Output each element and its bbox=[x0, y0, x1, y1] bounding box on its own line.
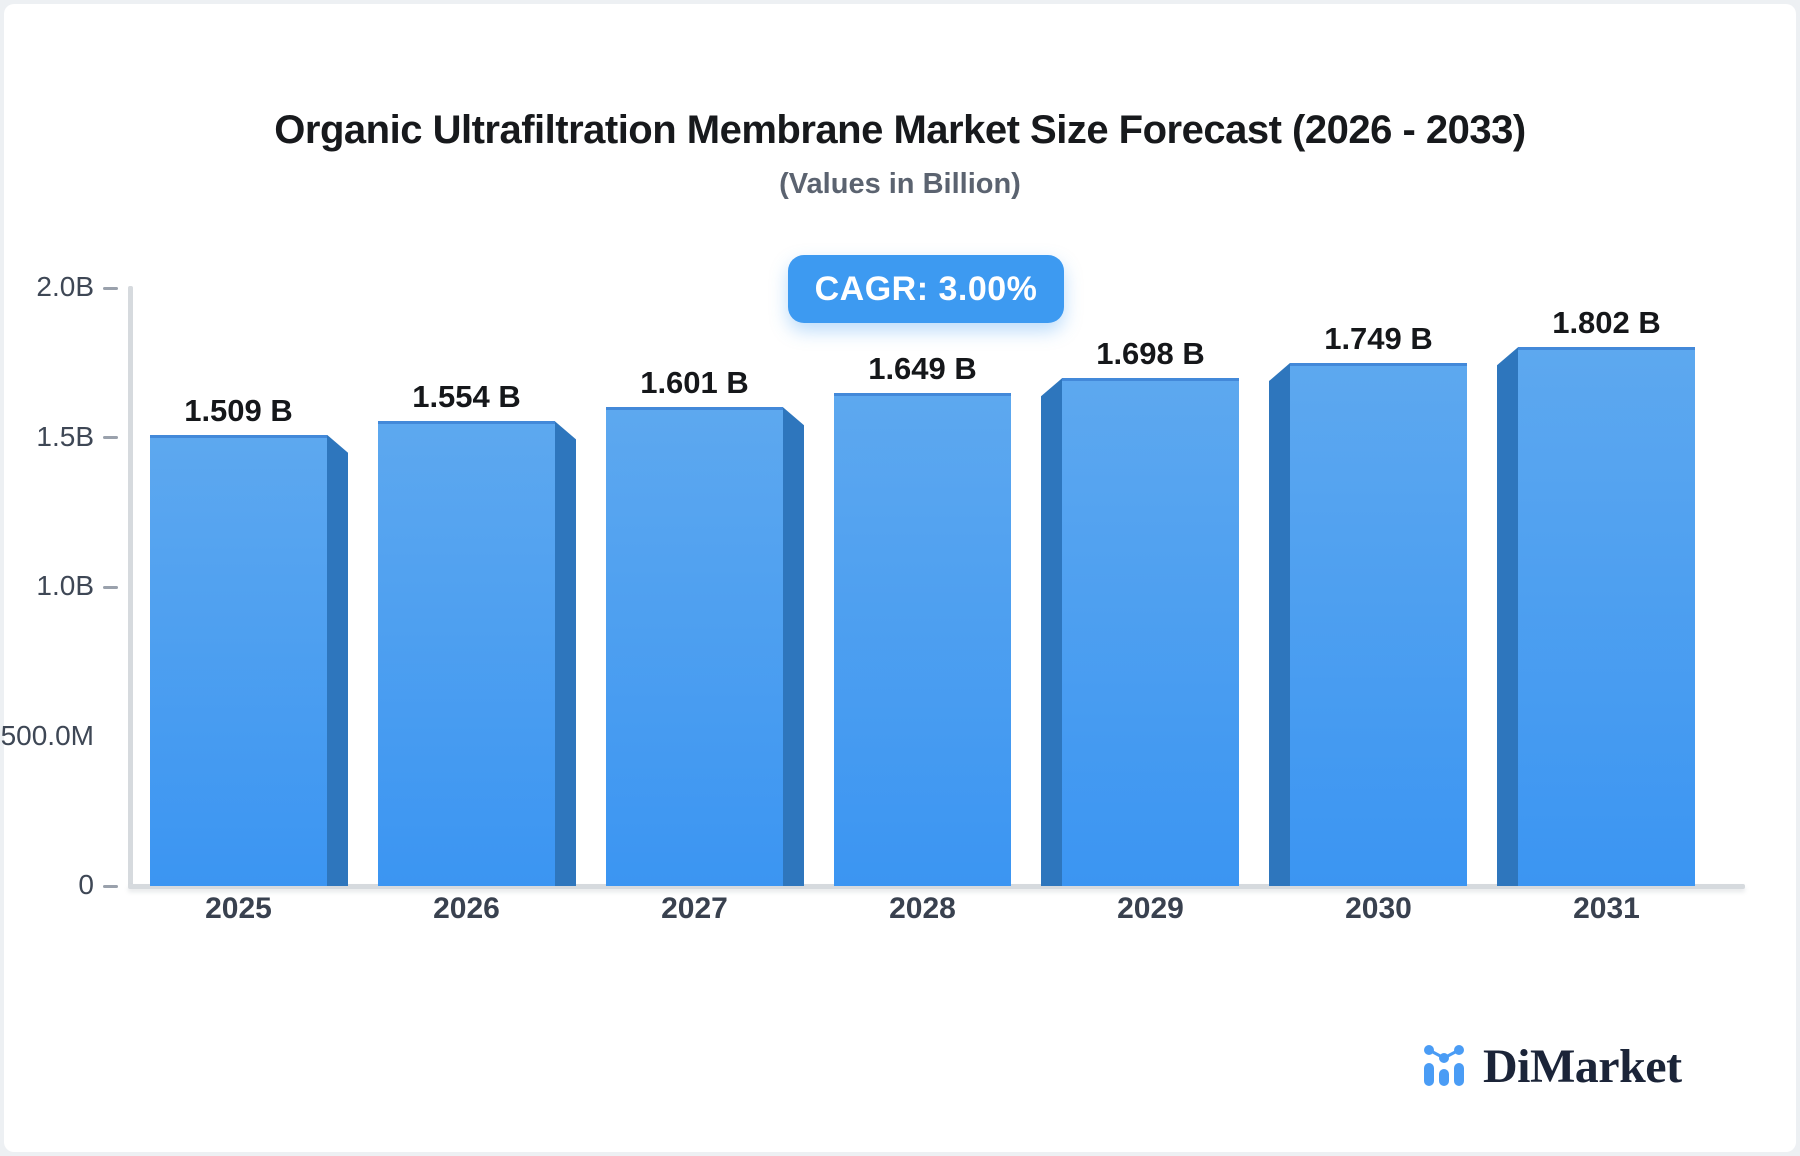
x-axis-label-2029: 2029 bbox=[1117, 892, 1184, 925]
bar-2030[interactable] bbox=[1290, 363, 1467, 886]
y-axis-tick-label: 0 bbox=[78, 869, 94, 900]
bar-side-face-2025 bbox=[327, 434, 348, 886]
y-axis-tick-mark bbox=[103, 436, 118, 439]
y-axis-tick-label: 1.0B bbox=[36, 570, 94, 601]
y-axis-tick-mark bbox=[103, 585, 118, 589]
bar-value-label-2028: 1.649 B bbox=[868, 350, 977, 386]
bar-value-label-2025: 1.509 B bbox=[184, 392, 293, 428]
bar-side-face-2029 bbox=[1041, 378, 1062, 886]
x-axis-label-2030: 2030 bbox=[1345, 892, 1412, 925]
mini-bar-chart-icon bbox=[1424, 1044, 1464, 1086]
y-axis-tick-mark bbox=[103, 884, 118, 888]
bar-2031[interactable] bbox=[1518, 347, 1695, 886]
logo-text: DiMarket bbox=[1483, 1039, 1682, 1093]
y-axis-tick-label: 500.0M bbox=[0, 719, 94, 751]
y-axis-tick-mark bbox=[103, 286, 118, 290]
dimarket-logo[interactable]: DiMarket bbox=[1420, 1038, 1682, 1094]
x-axis-label-2027: 2027 bbox=[661, 892, 728, 925]
bar-2027[interactable] bbox=[606, 407, 783, 886]
bar-2026[interactable] bbox=[378, 421, 555, 886]
cagr-badge: CAGR: 3.00% bbox=[788, 255, 1064, 323]
x-axis-line bbox=[128, 884, 1745, 889]
x-axis-label-2031: 2031 bbox=[1573, 892, 1640, 925]
bar-value-label-2031: 1.802 B bbox=[1552, 305, 1661, 341]
x-axis-label-2025: 2025 bbox=[205, 892, 272, 925]
bar-2029[interactable] bbox=[1062, 378, 1239, 886]
bar-side-face-2026 bbox=[555, 421, 576, 886]
y-axis-tick-label: 2.0B bbox=[36, 271, 94, 302]
bar-value-label-2027: 1.601 B bbox=[640, 365, 749, 401]
bar-side-face-2030 bbox=[1269, 363, 1290, 886]
bar-value-label-2026: 1.554 B bbox=[412, 379, 521, 415]
bar-value-label-2029: 1.698 B bbox=[1096, 336, 1205, 372]
bar-value-label-2030: 1.749 B bbox=[1324, 321, 1433, 357]
bar-2025[interactable] bbox=[150, 434, 327, 886]
bar-side-face-2031 bbox=[1497, 347, 1518, 886]
x-axis-label-2028: 2028 bbox=[889, 892, 956, 925]
bar-side-face-2027 bbox=[783, 407, 804, 886]
y-axis-line bbox=[128, 286, 133, 888]
bar-2028[interactable] bbox=[834, 392, 1011, 886]
chart-title: Organic Ultrafiltration Membrane Market … bbox=[274, 108, 1526, 152]
chart-subtitle: (Values in Billion) bbox=[779, 168, 1021, 200]
y-axis-tick-label: 1.5B bbox=[36, 420, 94, 452]
x-axis-label-2026: 2026 bbox=[433, 892, 500, 925]
